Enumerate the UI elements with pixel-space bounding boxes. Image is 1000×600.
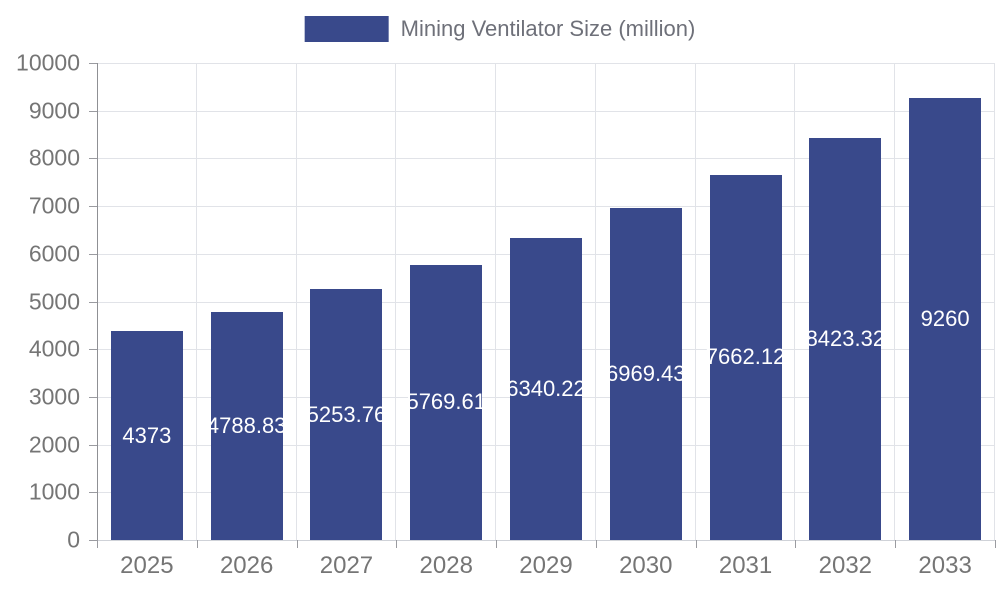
- bar-value-label: 7662.12: [705, 344, 786, 370]
- y-axis-tick: [89, 396, 97, 398]
- bar-2028[interactable]: 5769.61: [406, 264, 486, 540]
- gridline-vertical: [295, 63, 297, 540]
- gridline-horizontal: [97, 158, 995, 160]
- y-axis-tick-label: 3000: [28, 383, 80, 410]
- legend-item[interactable]: Mining Ventilator Size (million): [304, 16, 696, 42]
- gridline-vertical: [894, 63, 896, 540]
- bar-value-label: 5769.61: [406, 389, 486, 415]
- y-axis-tick: [89, 540, 97, 541]
- plot-area: 4373 4788.83 5253.76 5769.61 6340.22 6969.43 7…: [97, 63, 995, 540]
- y-axis-tick-label: 7000: [28, 192, 80, 219]
- y-axis-tick: [89, 492, 97, 494]
- x-axis-line: [97, 540, 995, 541]
- x-axis-label: 2030: [619, 552, 673, 579]
- bar-value-label: 8423.32: [805, 326, 886, 352]
- gridline-horizontal: [97, 110, 995, 112]
- gridline-vertical: [495, 63, 497, 540]
- bar-2026[interactable]: 4788.83: [207, 311, 286, 540]
- y-axis-tick: [89, 110, 97, 112]
- y-axis-tick: [89, 349, 97, 351]
- y-axis-tick-label: 6000: [28, 240, 80, 267]
- x-axis-tick: [396, 540, 398, 548]
- bar-value-label: 5253.76: [306, 401, 387, 427]
- gridline-vertical: [794, 63, 796, 540]
- bar-value-label: 6340.22: [506, 375, 586, 401]
- bar-value-label: 6969.43: [606, 360, 686, 386]
- x-axis-tick: [695, 540, 697, 548]
- y-axis-tick: [89, 444, 97, 446]
- gridline-vertical: [195, 63, 197, 540]
- gridline-vertical: [994, 63, 995, 540]
- bar-value-label: 9260: [920, 306, 970, 332]
- bar-2033[interactable]: 9260: [909, 98, 982, 540]
- bar-2032[interactable]: 8423.32: [806, 138, 885, 540]
- y-axis-tick-label: 4000: [28, 335, 80, 362]
- x-axis-tick: [196, 540, 198, 548]
- y-axis-tick-label: 1000: [28, 478, 80, 505]
- x-axis-tick: [995, 540, 996, 548]
- x-axis-label: 2033: [918, 552, 972, 579]
- bar-2025[interactable]: 4373: [110, 331, 183, 540]
- x-axis-tick: [595, 540, 597, 548]
- y-axis-tick: [89, 63, 97, 64]
- x-axis-tick: [895, 540, 897, 548]
- y-axis-tick-label: 8000: [28, 144, 80, 171]
- gridline-horizontal: [97, 206, 995, 208]
- x-axis-label: 2032: [818, 552, 873, 579]
- bar-2029[interactable]: 6340.22: [506, 237, 586, 540]
- y-axis-tick: [89, 158, 97, 160]
- x-axis-label: 2029: [519, 552, 573, 579]
- bar-2031[interactable]: 7662.12: [706, 174, 785, 540]
- x-axis-label: 2026: [219, 552, 274, 579]
- legend-label: Mining Ventilator Size (million): [400, 16, 696, 41]
- x-axis-label: 2025: [120, 552, 174, 579]
- y-axis-line: [97, 63, 98, 540]
- bar-value-label: 4373: [122, 422, 172, 448]
- x-axis-tick: [496, 540, 498, 548]
- y-axis-tick-label: 9000: [28, 97, 80, 124]
- x-axis-label: 2027: [319, 552, 374, 579]
- gridline-vertical: [694, 63, 696, 540]
- x-axis-label: 2028: [419, 552, 473, 579]
- legend-swatch: [304, 16, 389, 42]
- gridline-vertical: [395, 63, 397, 540]
- y-axis-tick-label: 5000: [28, 288, 80, 314]
- x-axis-label: 2031: [718, 552, 773, 579]
- gridline-horizontal: [97, 63, 995, 64]
- x-axis-tick: [795, 540, 797, 548]
- bar-2030[interactable]: 6969.43: [606, 207, 686, 540]
- y-axis-tick: [89, 301, 97, 303]
- y-axis-tick-label: 2000: [28, 431, 80, 458]
- y-axis-tick: [89, 253, 97, 255]
- gridline-vertical: [594, 63, 596, 540]
- bar-2027[interactable]: 5253.76: [307, 289, 386, 540]
- x-axis-tick: [97, 540, 98, 548]
- y-axis-tick-label: 0: [67, 526, 80, 553]
- bar-value-label: 4788.83: [206, 412, 287, 438]
- y-axis-tick: [89, 206, 97, 208]
- y-axis-tick-label: 10000: [16, 49, 80, 76]
- x-axis-tick: [296, 540, 298, 548]
